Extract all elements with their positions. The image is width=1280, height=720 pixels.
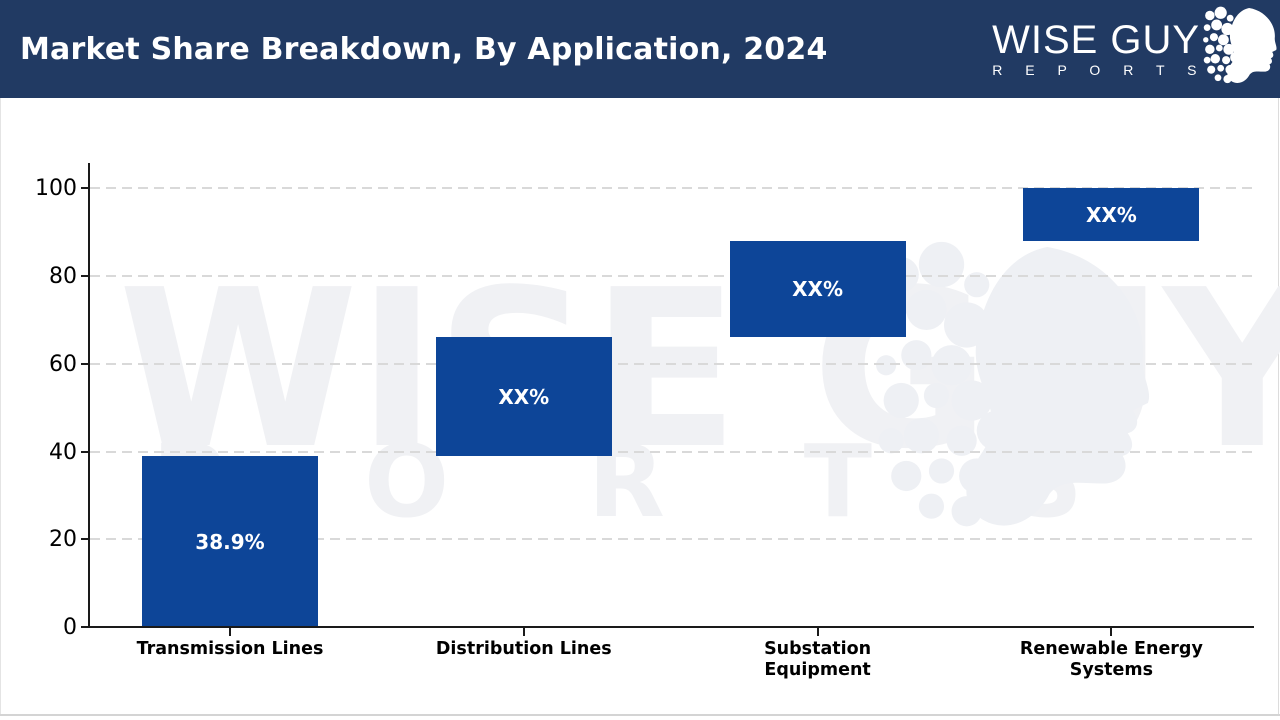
y-tick bbox=[81, 626, 88, 628]
bar-substation-equipment: XX% bbox=[729, 240, 906, 338]
bar-value-label: XX% bbox=[1085, 202, 1137, 227]
y-tick bbox=[81, 362, 88, 365]
gridline bbox=[90, 450, 1253, 453]
y-tick bbox=[81, 538, 88, 541]
y-tick-label: 100 bbox=[35, 176, 77, 202]
bar-value-label: XX% bbox=[792, 277, 844, 302]
wiseguy-head-icon bbox=[1203, 6, 1277, 84]
bar-distribution-lines: XX% bbox=[435, 337, 612, 457]
surface-left-border bbox=[0, 98, 1, 716]
gridline bbox=[90, 362, 1253, 365]
x-tick bbox=[1110, 628, 1113, 636]
y-tick bbox=[81, 187, 88, 190]
page-title: Market Share Breakdown, By Application, … bbox=[20, 31, 828, 67]
y-tick-label: 20 bbox=[49, 527, 77, 553]
surface-right-border bbox=[1278, 98, 1279, 716]
x-tick bbox=[522, 628, 525, 636]
bar-value-label: XX% bbox=[498, 384, 550, 409]
gridline bbox=[90, 187, 1253, 190]
bar-renewable-energy-systems: XX% bbox=[1023, 188, 1200, 241]
brand-subname: R E P O R T S bbox=[992, 62, 1206, 78]
bar-transmission-lines: 38.9% bbox=[142, 456, 318, 627]
header-bar: Market Share Breakdown, By Application, … bbox=[0, 0, 1280, 98]
y-tick-label: 40 bbox=[49, 439, 77, 465]
y-tick bbox=[81, 450, 88, 453]
y-tick-label: 0 bbox=[63, 615, 77, 640]
x-category-label: Renewable Energy Systems bbox=[1019, 639, 1203, 680]
x-axis bbox=[88, 626, 1254, 628]
y-tick-label: 60 bbox=[49, 351, 77, 377]
bar-value-label: 38.9% bbox=[195, 529, 265, 554]
x-category-label: Distribution Lines bbox=[435, 639, 612, 659]
gridline bbox=[90, 275, 1253, 277]
x-tick bbox=[229, 628, 231, 636]
brand-name: WISE GUY bbox=[992, 18, 1201, 62]
y-tick-label: 80 bbox=[49, 264, 77, 289]
brand-logo: WISE GUY R E P O R T S bbox=[992, 0, 1277, 98]
x-category-label: Transmission Lines bbox=[136, 639, 324, 659]
surface-bottom-border bbox=[0, 714, 1280, 716]
y-tick bbox=[81, 275, 88, 277]
gridline bbox=[90, 538, 1253, 541]
brand-logo-text: WISE GUY R E P O R T S bbox=[986, 20, 1206, 78]
watermark-head-icon bbox=[876, 241, 1150, 527]
y-axis bbox=[88, 163, 90, 628]
x-category-label: Substation Equipment bbox=[764, 639, 872, 680]
x-tick bbox=[816, 628, 819, 636]
